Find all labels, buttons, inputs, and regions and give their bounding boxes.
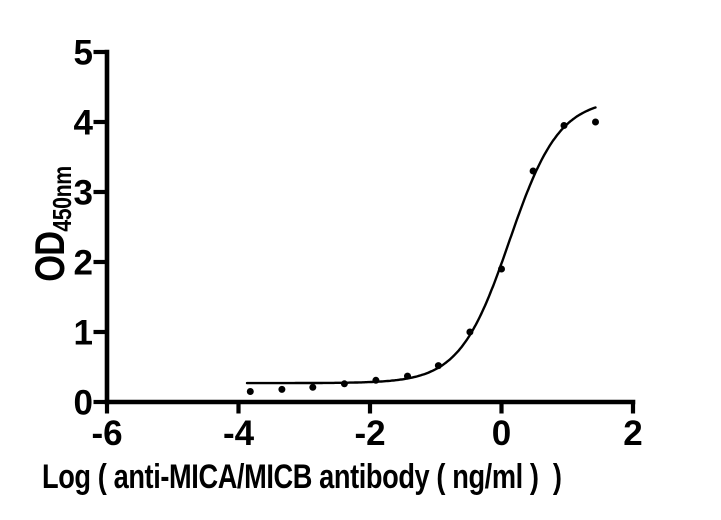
data-point bbox=[466, 328, 474, 336]
x-tick-label: 0 bbox=[492, 414, 511, 453]
y-tick-label: 1 bbox=[74, 314, 93, 353]
data-point bbox=[372, 376, 380, 384]
y-tick-label: 5 bbox=[74, 34, 93, 73]
y-tick-label: 3 bbox=[74, 174, 93, 213]
x-axis-title: Log ( anti-MICA/MICB antibody ( ng/ml ) … bbox=[42, 458, 562, 496]
data-point bbox=[309, 383, 317, 391]
data-point bbox=[498, 265, 505, 273]
x-tick-label: -6 bbox=[91, 414, 122, 453]
data-point bbox=[560, 122, 568, 129]
y-tick-label: 0 bbox=[74, 384, 93, 423]
x-tick-label: 2 bbox=[623, 414, 642, 453]
y-axis-title: OD450nm bbox=[26, 138, 77, 310]
data-point bbox=[529, 167, 537, 175]
x-tick-label: -2 bbox=[354, 414, 385, 453]
y-tick-label: 2 bbox=[74, 244, 93, 283]
data-point bbox=[278, 385, 286, 393]
y-tick-label: 4 bbox=[74, 104, 94, 143]
data-point bbox=[246, 388, 254, 395]
fit-curve bbox=[245, 106, 597, 385]
x-tick-label: -4 bbox=[223, 414, 255, 453]
data-point bbox=[592, 118, 599, 126]
data-point bbox=[434, 362, 442, 370]
data-point bbox=[404, 372, 411, 380]
y-axis-title-main: OD bbox=[26, 231, 73, 282]
y-axis-title-sub: 450nm bbox=[47, 166, 77, 232]
data-point bbox=[340, 380, 348, 388]
